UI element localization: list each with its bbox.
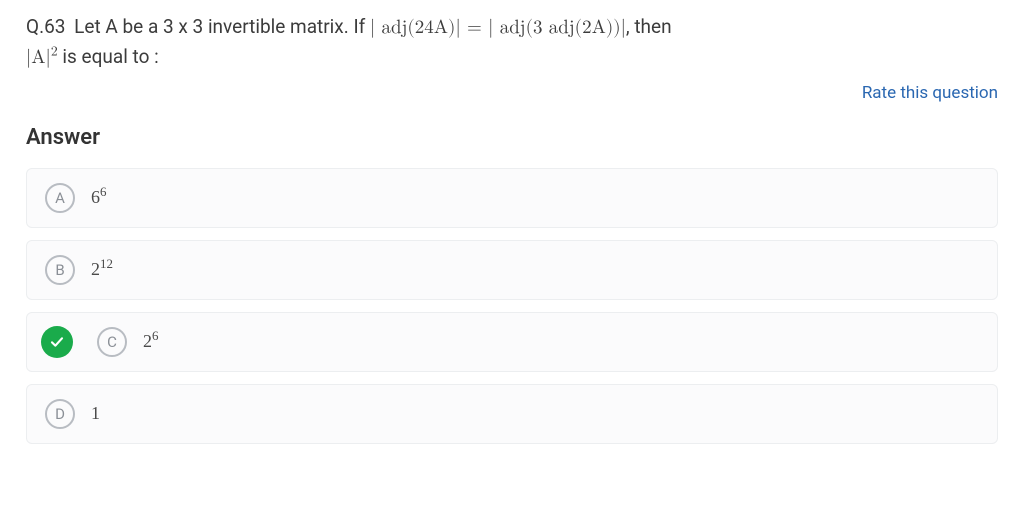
option-letter: A — [45, 183, 75, 213]
rate-row: Rate this question — [26, 83, 998, 103]
option-a[interactable]: A 66 — [26, 168, 998, 228]
option-c[interactable]: C 26 — [26, 312, 998, 372]
question-line2-exp: 2 — [51, 45, 58, 59]
option-exp: 6 — [100, 184, 106, 199]
answer-heading: Answer — [26, 125, 998, 150]
options-list: A 66 B 212 C 26 D 1 — [26, 168, 998, 444]
rate-question-link[interactable]: Rate this question — [862, 83, 998, 103]
correct-check-icon — [41, 326, 73, 358]
option-d[interactable]: D 1 — [26, 384, 998, 444]
option-base: 6 — [91, 187, 100, 207]
question-line2-pre: |A| — [26, 48, 51, 67]
question-line1-post: , then — [626, 15, 672, 38]
option-value: 1 — [91, 403, 100, 424]
option-base: 2 — [91, 259, 100, 279]
question-line1-pre: Let A be a 3 x 3 invertible matrix. If — [74, 15, 365, 38]
option-exp: 12 — [100, 256, 113, 271]
question-number: Q.63 — [26, 15, 65, 38]
option-exp: 6 — [152, 328, 158, 343]
question-line1-math: | adj(24A)| = | adj(3 adj(2A))| — [370, 18, 626, 37]
option-base: 2 — [143, 331, 152, 351]
option-value: 212 — [91, 259, 113, 280]
question-line2-post: is equal to : — [62, 45, 158, 68]
option-base: 1 — [91, 403, 100, 423]
option-letter: C — [97, 327, 127, 357]
question-text: Q.63 Let A be a 3 x 3 invertible matrix.… — [26, 12, 998, 73]
option-value: 66 — [91, 187, 106, 208]
option-letter: B — [45, 255, 75, 285]
option-value: 26 — [143, 331, 158, 352]
option-b[interactable]: B 212 — [26, 240, 998, 300]
option-letter: D — [45, 399, 75, 429]
